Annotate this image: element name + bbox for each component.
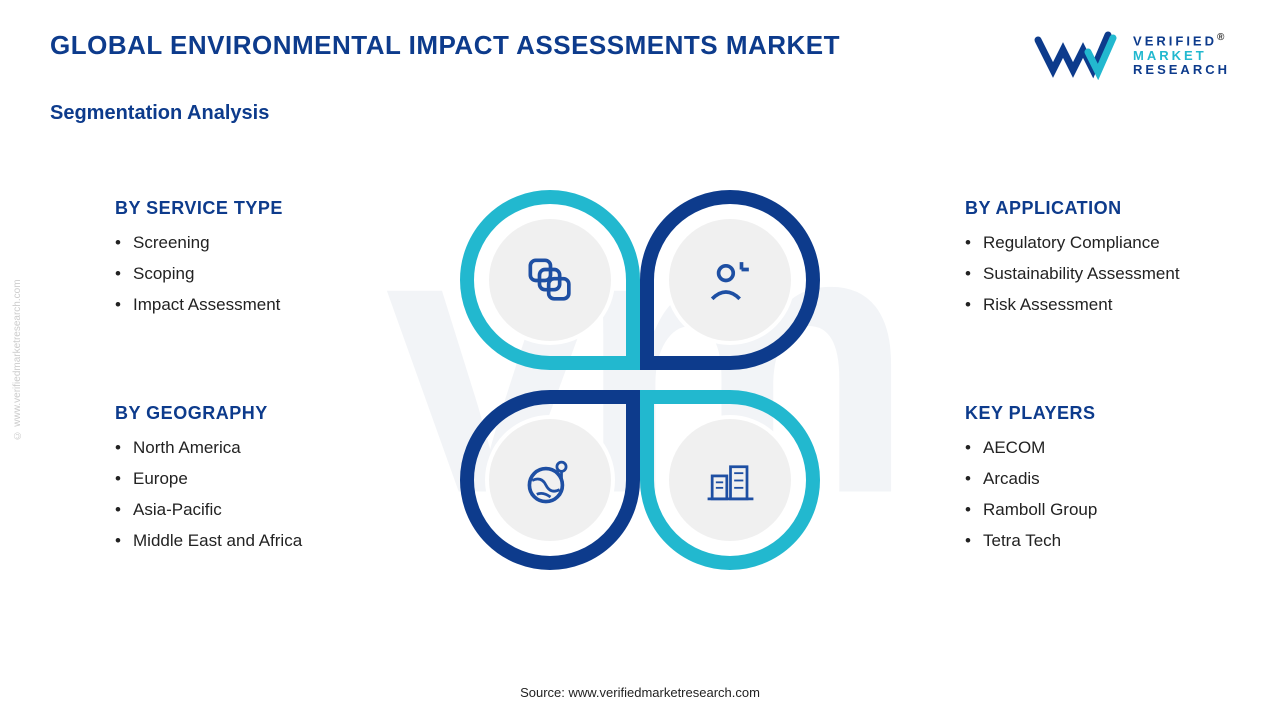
segment-service-type: BY SERVICE TYPE Screening Scoping Impact… — [115, 198, 380, 326]
logo-text-2: MARKET — [1133, 49, 1230, 63]
right-column: BY APPLICATION Regulatory Compliance Sus… — [900, 150, 1230, 630]
list-item: AECOM — [965, 438, 1230, 458]
list-item: Middle East and Africa — [115, 531, 380, 551]
left-column: BY SERVICE TYPE Screening Scoping Impact… — [50, 150, 380, 630]
segment-title: BY SERVICE TYPE — [115, 198, 380, 219]
list-item: Arcadis — [965, 469, 1230, 489]
buildings-icon — [703, 453, 758, 508]
segment-geography: BY GEOGRAPHY North America Europe Asia-P… — [115, 403, 380, 562]
list-item: Tetra Tech — [965, 531, 1230, 551]
logo-mark-icon — [1033, 30, 1123, 80]
petal-geography — [460, 390, 640, 570]
list-item: Europe — [115, 469, 380, 489]
source-text: Source: www.verifiedmarketresearch.com — [520, 685, 760, 700]
list-item: Screening — [115, 233, 380, 253]
logo: VERIFIED® MARKET RESEARCH — [1033, 30, 1230, 80]
list-item: North America — [115, 438, 380, 458]
subtitle: Segmentation Analysis — [50, 102, 1230, 125]
petal-service-type — [460, 190, 640, 370]
segment-title: KEY PLAYERS — [965, 403, 1230, 424]
petal-key-players — [640, 390, 820, 570]
layers-icon — [523, 253, 578, 308]
globe-pin-icon — [523, 453, 578, 508]
petal-application — [640, 190, 820, 370]
person-icon — [703, 253, 758, 308]
list-item: Ramboll Group — [965, 500, 1230, 520]
logo-text-1: VERIFIED — [1133, 34, 1217, 49]
center-petals — [430, 150, 850, 630]
list-item: Regulatory Compliance — [965, 233, 1230, 253]
logo-text-3: RESEARCH — [1133, 63, 1230, 77]
page-title: GLOBAL ENVIRONMENTAL IMPACT ASSESSMENTS … — [50, 30, 840, 61]
list-item: Impact Assessment — [115, 295, 380, 315]
list-item: Sustainability Assessment — [965, 264, 1230, 284]
segment-title: BY GEOGRAPHY — [115, 403, 380, 424]
list-item: Scoping — [115, 264, 380, 284]
list-item: Risk Assessment — [965, 295, 1230, 315]
segment-key-players: KEY PLAYERS AECOM Arcadis Ramboll Group … — [965, 403, 1230, 562]
list-item: Asia-Pacific — [115, 500, 380, 520]
segment-application: BY APPLICATION Regulatory Compliance Sus… — [965, 198, 1230, 326]
segment-title: BY APPLICATION — [965, 198, 1230, 219]
